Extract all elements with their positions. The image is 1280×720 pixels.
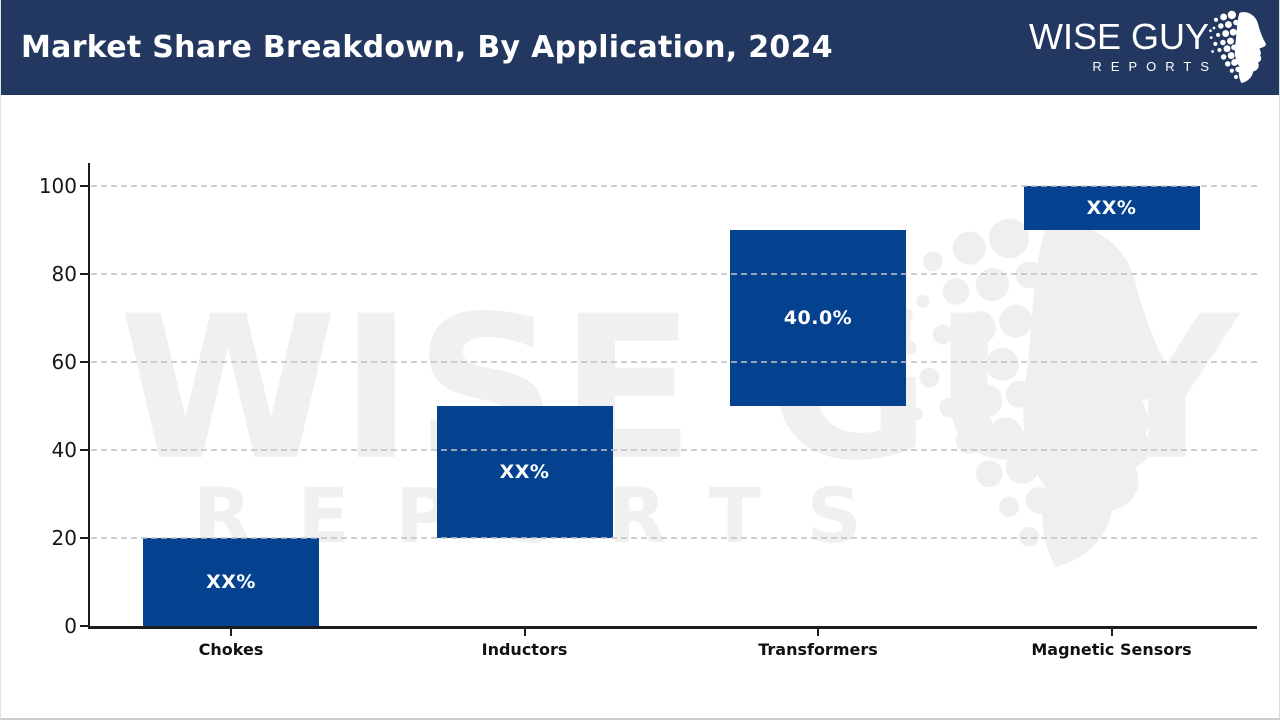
y-tick-mark [80,361,89,363]
gridline-20 [91,537,1257,539]
brand-name: WISE GUY [1028,15,1209,57]
wiseguy-head-watermark-icon [879,215,1179,580]
gridline-80 [91,273,1257,275]
x-axis-line [88,626,1257,629]
y-tick-mark [80,537,89,539]
y-tick-mark [80,273,89,275]
header-band: Market Share Breakdown, By Application, … [1,0,1279,95]
bar-value-label: XX% [499,461,550,483]
x-tick-mark [817,629,819,636]
x-tick-mark [1110,629,1113,636]
y-tick-label: 100 [38,174,77,198]
gridline-40 [91,449,1257,451]
y-tick-mark [80,625,89,627]
x-category-label: Inductors [481,640,568,659]
bar-chokes: XX% [143,538,319,626]
y-tick-label: 80 [51,262,77,286]
page-title: Market Share Breakdown, By Application, … [21,30,833,65]
brand-logo: WISE GUY REPORTS [1029,6,1267,90]
y-tick-label: 60 [51,350,77,374]
bar-transformers: 40.0% [730,230,906,406]
brand-subtitle: REPORTS [1092,58,1218,74]
bar-inductors: XX% [436,406,613,538]
bar-value-label: 40.0% [783,307,853,329]
bar-value-label: XX% [1086,197,1137,219]
brand-logo-text: WISE GUY REPORTS [1028,15,1209,74]
y-tick-mark [80,185,89,187]
y-tick-label: 20 [51,526,77,550]
y-axis-line [88,163,90,629]
gridline-100 [91,185,1257,187]
x-category-label: Magnetic Sensors [1031,640,1192,659]
y-tick-mark [80,449,89,451]
x-category-label: Chokes [198,640,264,659]
wiseguy-head-icon [1205,9,1267,87]
bar-magnetic-sensors: XX% [1023,186,1200,230]
x-tick-mark [230,629,232,636]
bar-value-label: XX% [206,571,256,593]
gridline-60 [91,361,1257,363]
x-category-label: Transformers [758,640,878,659]
x-tick-mark [523,629,526,636]
y-tick-label: 0 [64,614,77,638]
y-tick-label: 40 [51,438,77,462]
